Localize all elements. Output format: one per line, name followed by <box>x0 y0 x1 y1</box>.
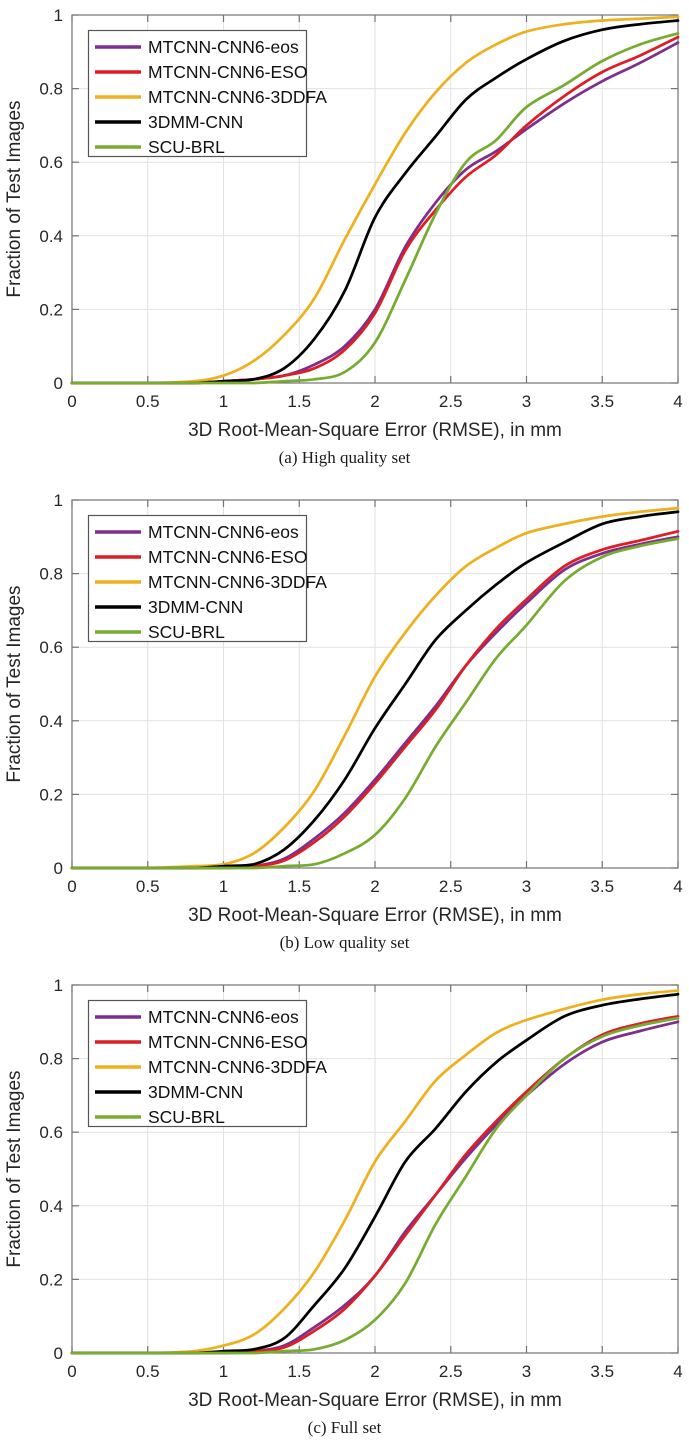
x-tick-label: 1 <box>219 1362 228 1381</box>
series-line-MTCNN-CNN6-3DDFA <box>70 989 680 1355</box>
series-line-3DMM-CNN <box>70 510 680 870</box>
y-axis-label: Fraction of Test Images <box>4 585 25 782</box>
x-tick-label: 1 <box>219 392 228 411</box>
y-tick-label: 0.4 <box>39 227 63 246</box>
y-tick-label: 1 <box>54 6 63 25</box>
x-tick-label: 4 <box>673 392 682 411</box>
chart-c-canvas: 0 0.5 1 1.5 2 2.5 3 3.5 4 0 0.2 0.4 0.6 0.8 1 3D Root-M… <box>4 976 683 1411</box>
legend-box <box>87 514 308 643</box>
x-tick-label: 0.5 <box>136 1362 160 1381</box>
y-tick-label: 0.6 <box>39 638 63 657</box>
chart-a: 0 0.5 1 1.5 2 2.5 3 3.5 4 0 0.2 0.4 0.6 0.8 1 3D Root-M… <box>0 0 689 485</box>
series-line-MTCNN-CNN6-3DDFA <box>70 506 680 870</box>
x-axis-label: 3D Root-Mean-Square Error (RMSE), in mm <box>188 1390 562 1411</box>
series-line-SCU-BRL <box>70 537 680 870</box>
x-tick-label: 2.5 <box>439 392 463 411</box>
y-tick-label: 1 <box>54 491 63 510</box>
series-line-SCU-BRL <box>70 1016 680 1355</box>
x-tick-label: 0 <box>67 392 76 411</box>
legend-label: 3DMM-CNN <box>148 597 243 617</box>
x-tick-label: 2 <box>370 392 379 411</box>
x-tick-label: 1.5 <box>287 392 311 411</box>
x-tick-label: 4 <box>673 1362 682 1381</box>
x-tick-label: 2.5 <box>439 877 463 896</box>
y-tick-label: 0.8 <box>39 1050 63 1069</box>
x-tick-label: 1 <box>219 877 228 896</box>
legend-label: 3DMM-CNN <box>148 1082 243 1102</box>
x-axis-label: 3D Root-Mean-Square Error (RMSE), in mm <box>188 905 562 926</box>
series-line-3DMM-CNN <box>70 19 680 385</box>
y-axis-label: Fraction of Test Images <box>4 100 25 297</box>
y-tick-label: 0.8 <box>39 80 63 99</box>
y-tick-label: 0.8 <box>39 565 63 584</box>
y-tick-label: 0.6 <box>39 1123 63 1142</box>
x-axis-label: 3D Root-Mean-Square Error (RMSE), in mm <box>188 420 562 441</box>
x-tick-label: 0 <box>67 1362 76 1381</box>
x-tick-label: 3 <box>522 392 531 411</box>
x-tick-label: 4 <box>673 877 682 896</box>
legend: MTCNN-CNN6-eos MTCNN-CNN6-ESO MTCNN-CNN6-3… <box>87 514 327 643</box>
axis-ticks <box>71 984 679 1354</box>
chart-b-canvas: 0 0.5 1 1.5 2 2.5 3 3.5 4 0 0.2 0.4 0.6 0.8 1 3D Root-M… <box>4 491 683 926</box>
x-tick-label: 3 <box>522 1362 531 1381</box>
y-axis-label: Fraction of Test Images <box>4 1070 25 1267</box>
y-tick-label: 0 <box>54 1344 63 1363</box>
legend-label: MTCNN-CNN6-3DDFA <box>148 1057 327 1077</box>
x-tick-label: 2 <box>370 1362 379 1381</box>
tick-labels: 0 0.5 1 1.5 2 2.5 3 3.5 4 0 0.2 0.4 0.6 0.8 1 <box>39 976 682 1381</box>
x-tick-label: 1.5 <box>287 877 311 896</box>
x-tick-label: 0.5 <box>136 877 160 896</box>
series-line-3DMM-CNN <box>70 992 680 1355</box>
y-tick-label: 0.4 <box>39 712 63 731</box>
legend: MTCNN-CNN6-eos MTCNN-CNN6-ESO MTCNN-CNN6-3… <box>87 999 327 1128</box>
legend-label: SCU-BRL <box>148 622 225 642</box>
x-tick-label: 2.5 <box>439 1362 463 1381</box>
x-tick-label: 2 <box>370 877 379 896</box>
y-tick-label: 0 <box>54 374 63 393</box>
y-tick-label: 0.2 <box>39 785 63 804</box>
legend-label: MTCNN-CNN6-3DDFA <box>148 572 327 592</box>
legend-label: SCU-BRL <box>148 1107 225 1127</box>
chart-c-caption: (c) Full set <box>307 1418 382 1437</box>
legend-label: MTCNN-CNN6-eos <box>148 1007 299 1027</box>
legend-box <box>87 999 308 1128</box>
chart-b-caption: (b) Low quality set <box>279 933 410 952</box>
y-tick-label: 0.4 <box>39 1197 63 1216</box>
x-tick-label: 3.5 <box>590 1362 614 1381</box>
x-tick-label: 3.5 <box>590 877 614 896</box>
x-tick-label: 0.5 <box>136 392 160 411</box>
x-tick-label: 3 <box>522 877 531 896</box>
series-line-MTCNN-CNN6-3DDFA <box>70 15 680 385</box>
legend-label: MTCNN-CNN6-eos <box>148 522 299 542</box>
y-tick-label: 0.6 <box>39 153 63 172</box>
legend-label: MTCNN-CNN6-ESO <box>148 547 307 567</box>
legend-box <box>87 29 308 158</box>
chart-a-canvas: 0 0.5 1 1.5 2 2.5 3 3.5 4 0 0.2 0.4 0.6 0.8 1 3D Root-M… <box>4 6 683 441</box>
y-tick-label: 1 <box>54 976 63 995</box>
series-line-SCU-BRL <box>70 32 680 385</box>
y-tick-label: 0.2 <box>39 1270 63 1289</box>
legend-label: MTCNN-CNN6-eos <box>148 37 299 57</box>
legend: MTCNN-CNN6-eos MTCNN-CNN6-ESO MTCNN-CNN6-3… <box>87 29 327 158</box>
chart-c: 0 0.5 1 1.5 2 2.5 3 3.5 4 0 0.2 0.4 0.6 0.8 1 3D Root-M… <box>0 970 689 1455</box>
y-tick-label: 0.2 <box>39 300 63 319</box>
legend-label: MTCNN-CNN6-3DDFA <box>148 87 327 107</box>
y-tick-label: 0 <box>54 859 63 878</box>
tick-labels: 0 0.5 1 1.5 2 2.5 3 3.5 4 0 0.2 0.4 0.6 0.8 1 <box>39 6 682 411</box>
chart-a-caption: (a) High quality set <box>278 448 411 467</box>
x-tick-label: 1.5 <box>287 1362 311 1381</box>
chart-b: 0 0.5 1 1.5 2 2.5 3 3.5 4 0 0.2 0.4 0.6 0.8 1 3D Root-M… <box>0 485 689 970</box>
tick-labels: 0 0.5 1 1.5 2 2.5 3 3.5 4 0 0.2 0.4 0.6 0.8 1 <box>39 491 682 896</box>
legend-label: SCU-BRL <box>148 137 225 157</box>
legend-label: MTCNN-CNN6-ESO <box>148 62 307 82</box>
legend-label: 3DMM-CNN <box>148 112 243 132</box>
legend-label: MTCNN-CNN6-ESO <box>148 1032 307 1052</box>
x-tick-label: 0 <box>67 877 76 896</box>
x-tick-label: 3.5 <box>590 392 614 411</box>
